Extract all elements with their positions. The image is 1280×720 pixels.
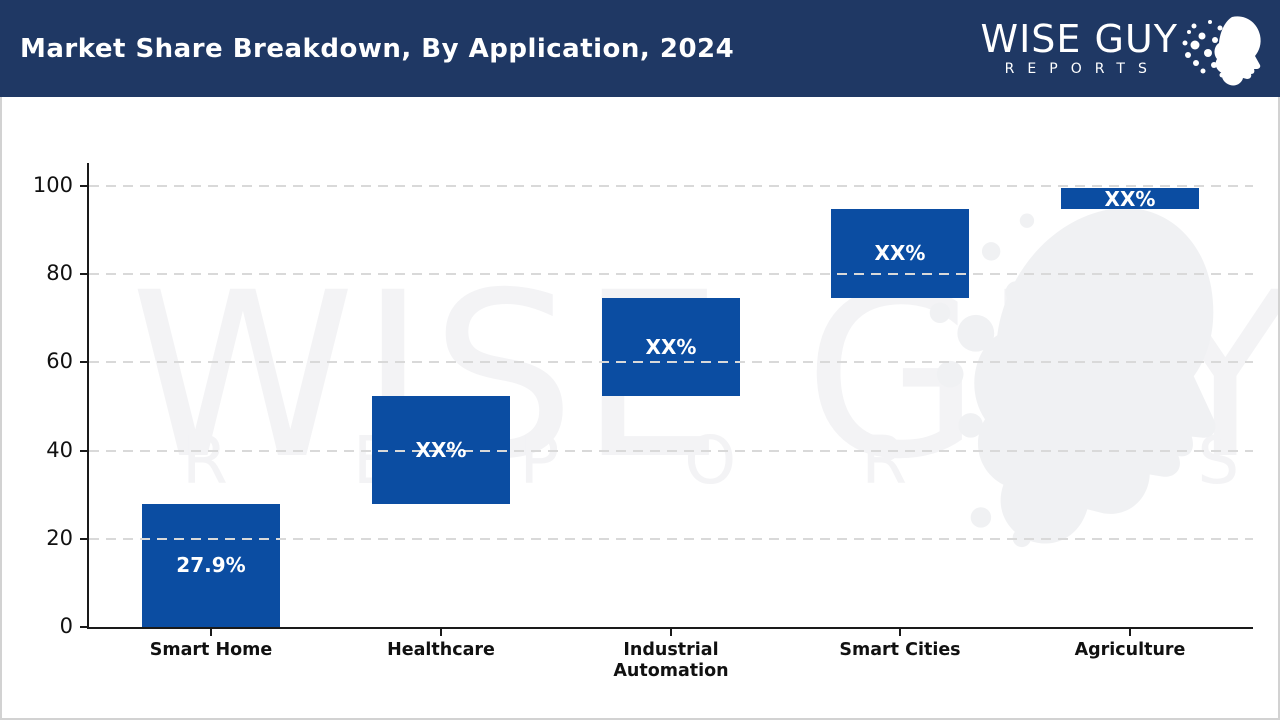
page-border-left: [0, 97, 2, 720]
gridline: [89, 537, 1253, 540]
x-tick: [670, 629, 672, 636]
y-tick-label: 0: [59, 614, 73, 638]
y-tick-label: 80: [46, 261, 73, 286]
y-tick: [80, 449, 87, 452]
logo-wordmark: WISE GUY: [980, 17, 1178, 61]
x-tick: [210, 629, 212, 636]
x-category-label: Smart Cities: [839, 640, 961, 660]
gridline: [89, 185, 1253, 187]
bar: [142, 503, 280, 627]
y-tick: [80, 185, 87, 187]
x-category-label: Smart Home: [149, 640, 273, 660]
logo-subtext: REPORTS: [1004, 61, 1160, 77]
brand-logo: WISE GUY REPORTS: [981, 11, 1266, 87]
page-border-bottom: [0, 718, 1280, 720]
y-tick-label: 100: [32, 173, 73, 197]
logo-face-icon: [1182, 15, 1261, 86]
x-tick: [899, 629, 901, 636]
x-tick: [440, 629, 442, 636]
watermark-face: [929, 207, 1216, 548]
x-category-label: Agriculture: [1074, 640, 1186, 660]
bar: [602, 297, 740, 397]
x-axis: [87, 627, 1253, 629]
page-title: Market Share Breakdown, By Application, …: [20, 33, 735, 64]
y-tick-label: 20: [46, 525, 73, 550]
header: Market Share Breakdown, By Application, …: [0, 0, 1280, 97]
bar: [831, 209, 969, 298]
brand-logo-text: WISE GUY REPORTS: [981, 20, 1178, 77]
x-category-label: Industrial Automation: [613, 640, 729, 681]
x-tick: [1129, 629, 1131, 636]
gridline: [89, 273, 1253, 276]
y-tick: [80, 626, 87, 628]
gridline: [89, 449, 1253, 452]
bar: [1061, 187, 1199, 210]
y-tick-label: 40: [46, 437, 73, 462]
page-border-right: [1278, 97, 1280, 720]
y-axis: [87, 163, 89, 629]
y-tick: [80, 537, 87, 540]
x-category-label: Healthcare: [387, 640, 495, 660]
y-tick: [80, 273, 87, 276]
y-tick: [80, 361, 87, 364]
y-tick-label: 60: [46, 349, 73, 374]
gridline: [89, 361, 1253, 364]
